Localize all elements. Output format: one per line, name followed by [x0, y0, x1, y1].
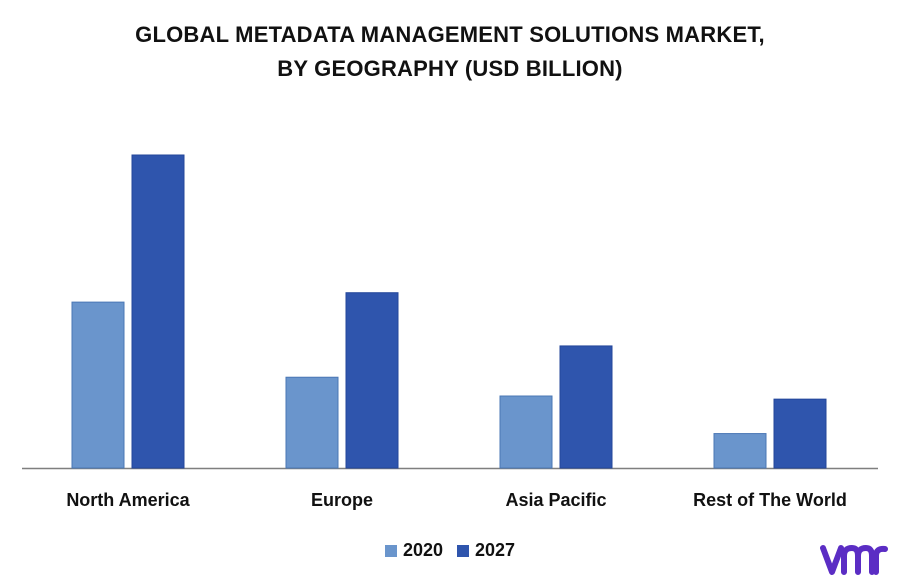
- bar-europe-2020: [285, 376, 339, 469]
- legend-label-series-1: 2020: [402, 540, 443, 560]
- bar-rest-of-the-world-2020: [713, 433, 767, 469]
- legend-swatch-series-1: [384, 544, 397, 557]
- legend-item-series-1: 2020: [384, 540, 443, 561]
- chart-legend: 2020 2027: [0, 540, 900, 561]
- bar-north-america-2020: [71, 301, 125, 469]
- bar-asia-pacific-2027: [559, 345, 613, 469]
- legend-swatch-series-2: [457, 544, 469, 557]
- x-tick-label: Rest of The World: [693, 490, 847, 510]
- legend-item-series-2: 2027: [457, 540, 515, 561]
- legend-label-series-2: 2027: [475, 540, 516, 560]
- bar-asia-pacific-2020: [499, 395, 553, 469]
- x-tick-label: Asia Pacific: [505, 490, 606, 510]
- chart-title-line-1: GLOBAL METADATA MANAGEMENT SOLUTIONS MAR…: [135, 22, 765, 47]
- bar-europe-2027: [345, 292, 399, 469]
- vmr-logo: [820, 545, 888, 575]
- chart-title: GLOBAL METADATA MANAGEMENT SOLUTIONS MAR…: [0, 18, 900, 86]
- bar-north-america-2027: [131, 154, 185, 469]
- bar-rest-of-the-world-2027: [773, 398, 827, 469]
- x-tick-label: North America: [66, 490, 190, 510]
- chart-title-line-2: BY GEOGRAPHY (USD BILLION): [277, 56, 623, 81]
- x-tick-label: Europe: [311, 490, 373, 510]
